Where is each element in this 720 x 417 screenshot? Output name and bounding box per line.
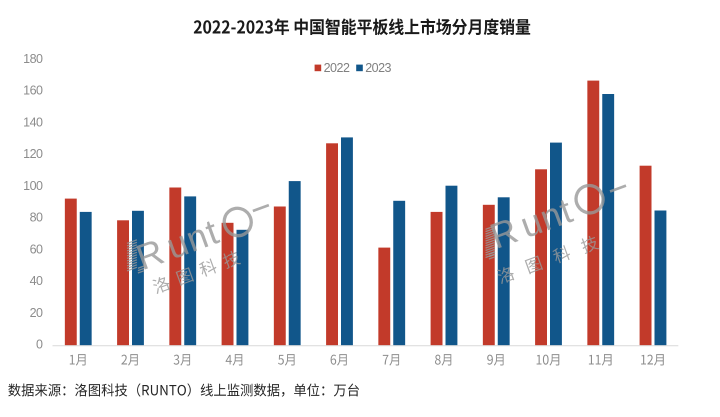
svg-text:100: 100 xyxy=(23,179,43,193)
svg-text:2022: 2022 xyxy=(324,61,350,75)
svg-text:140: 140 xyxy=(23,116,43,130)
svg-text:180: 180 xyxy=(23,52,43,66)
svg-text:2023: 2023 xyxy=(365,61,391,75)
svg-text:120: 120 xyxy=(23,147,43,161)
svg-text:20: 20 xyxy=(30,306,43,320)
svg-text:40: 40 xyxy=(30,274,43,288)
svg-text:160: 160 xyxy=(23,84,43,98)
svg-text:0: 0 xyxy=(36,338,43,352)
svg-text:60: 60 xyxy=(30,243,43,257)
svg-text:80: 80 xyxy=(30,211,43,225)
